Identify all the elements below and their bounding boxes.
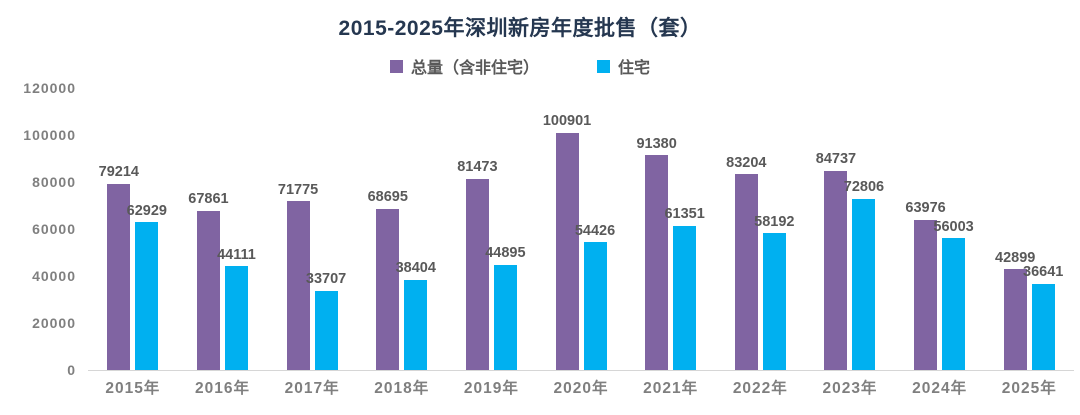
bar: 91380: [636, 137, 677, 370]
y-tick-label: 120000: [23, 80, 76, 96]
chart-title: 2015-2025年深圳新房年度批售（套）: [338, 17, 702, 40]
bar: 68695: [368, 190, 408, 370]
bar-group: 63976 56003: [895, 88, 985, 370]
bar-value-label: 63976: [905, 200, 946, 217]
bar-value-label: 100901: [542, 113, 592, 130]
bar: 83204: [726, 156, 766, 370]
legend-label: 住宅: [618, 60, 651, 77]
x-tick-label: 2015年: [105, 380, 161, 397]
bar-value-label: 56003: [933, 218, 974, 235]
legend-swatch-icon: [389, 59, 403, 73]
bar: 44111: [217, 248, 256, 370]
bar: 44895: [485, 246, 526, 370]
x-tick-label: 2017年: [284, 380, 340, 397]
x-tick-label: 2022年: [732, 380, 788, 397]
y-tick-label: 80000: [32, 174, 76, 190]
bar: 36641: [1023, 265, 1063, 370]
bar-group: 91380 61351: [626, 88, 716, 370]
bar-group: 42899 36641: [984, 88, 1074, 370]
x-tick-label: 2020年: [553, 380, 609, 397]
bar-value-label: 38404: [395, 260, 436, 277]
bar-group: 71775 33707: [267, 88, 357, 370]
bar: 100901: [543, 114, 591, 370]
bar: 84737: [816, 152, 856, 370]
bar-value-label: 54426: [574, 222, 616, 239]
bar-value-label: 58192: [754, 213, 795, 230]
bar-value-label: 67861: [188, 191, 229, 208]
y-tick-label: 20000: [32, 315, 76, 331]
bar-value-label: 71775: [277, 181, 319, 198]
bar: 38404: [396, 261, 436, 370]
legend: 总量（含非住宅） 住宅: [0, 54, 1040, 78]
x-tick-label: 2018年: [374, 380, 430, 397]
bar-value-label: 44111: [217, 246, 256, 263]
bar: 72806: [844, 180, 884, 370]
legend-swatch-icon: [597, 59, 610, 73]
bar-value-label: 68695: [367, 189, 408, 206]
bar-value-label: 61351: [664, 206, 705, 223]
plot-area: 79214 62929 67861 44111 71775 33707 68695 38404…: [88, 88, 1074, 371]
bar: 33707: [306, 272, 346, 370]
bar: 63976: [905, 201, 946, 370]
bar-group: 100901 54426: [536, 88, 626, 370]
x-tick-label: 2025年: [1001, 380, 1057, 397]
bar: 67861: [188, 192, 229, 370]
bar: 56003: [933, 220, 974, 370]
legend-item: 住宅: [597, 54, 650, 78]
bar: 62929: [127, 204, 167, 370]
bar-value-label: 33707: [305, 271, 347, 288]
x-tick-label: 2019年: [463, 380, 519, 397]
bar: 79214: [99, 165, 139, 370]
bar-value-label: 36641: [1023, 264, 1064, 281]
bar-value-label: 81473: [457, 159, 498, 176]
bar-group: 81473 44895: [447, 88, 537, 370]
bar-value-label: 84737: [815, 151, 857, 168]
bar: 54426: [575, 224, 615, 370]
x-tick-label: 2021年: [643, 380, 699, 397]
y-tick-label: 0: [67, 362, 76, 378]
legend-item: 总量（含非住宅）: [389, 54, 539, 78]
bar-group: 67861 44111: [178, 88, 268, 370]
x-tick-label: 2023年: [822, 380, 878, 397]
bar: 58192: [754, 215, 794, 370]
bar-value-label: 91380: [636, 135, 677, 152]
y-axis: 0 20000 40000 60000 80000 100000 120000: [0, 81, 76, 377]
bar-value-label: 44895: [485, 245, 526, 261]
bar-group: 83204 58192: [715, 88, 805, 370]
bar-group: 84737 72806: [805, 88, 895, 370]
bar-value-label: 42899: [995, 249, 1036, 266]
bar: 42899: [995, 251, 1035, 370]
bar-value-label: 72806: [843, 179, 885, 196]
y-tick-label: 100000: [23, 127, 76, 143]
bar: 71775: [278, 183, 318, 370]
bar-group: 68695 38404: [357, 88, 447, 370]
bar-value-label: 62929: [126, 202, 167, 219]
y-tick-label: 40000: [32, 268, 76, 284]
bar: 61351: [664, 207, 705, 370]
bar-value-label: 79214: [98, 164, 139, 181]
legend-label: 总量（含非住宅）: [410, 60, 539, 77]
bar-value-label: 83204: [726, 154, 767, 171]
bar-group: 79214 62929: [88, 88, 178, 370]
x-tick-label: 2024年: [912, 380, 968, 397]
bar: 81473: [457, 160, 498, 370]
x-axis: 2015年 2016年 2017年 2018年 2019年 2020年 2021年 2022年…: [88, 376, 1074, 398]
x-tick-label: 2016年: [194, 380, 250, 397]
y-tick-label: 60000: [32, 221, 76, 237]
